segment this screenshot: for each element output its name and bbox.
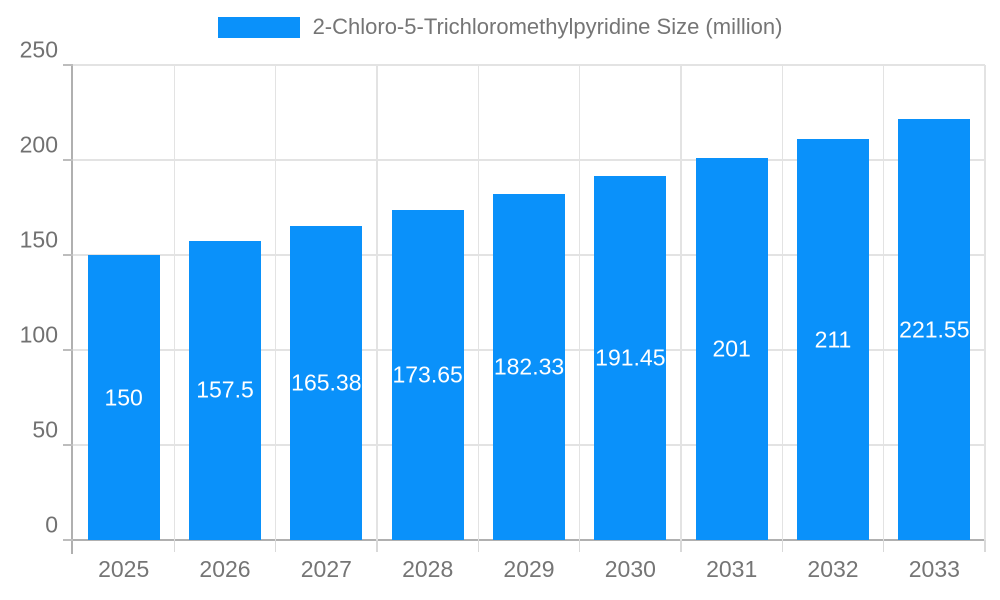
- x-axis-label: 2027: [300, 556, 352, 582]
- bar: 211: [797, 139, 869, 540]
- bar: 191.45: [594, 176, 667, 540]
- x-axis-label: 2025: [98, 556, 150, 582]
- x-gridline: [680, 65, 682, 540]
- x-axis-tick: [173, 540, 176, 552]
- x-axis-label: 2033: [908, 556, 960, 582]
- bar-value-label: 150: [104, 384, 143, 410]
- bar-value-label: 173.65: [392, 361, 463, 388]
- x-gridline: [376, 65, 378, 540]
- y-axis-tick: [63, 539, 73, 541]
- x-gridline: [274, 65, 277, 540]
- y-axis-tick: [63, 349, 73, 351]
- bar-value-label: 182.33: [493, 353, 565, 380]
- x-axis-tick: [274, 540, 277, 552]
- bar-value-label: 221.55: [899, 316, 970, 343]
- x-axis-tick: [477, 540, 480, 552]
- y-axis-tick: [63, 444, 73, 446]
- y-axis-tick: [63, 64, 73, 66]
- x-axis-label: 2028: [402, 556, 454, 582]
- bar-value-label: 211: [814, 326, 852, 353]
- y-gridline: [73, 64, 985, 66]
- x-axis-label: 2026: [199, 556, 251, 582]
- legend-item[interactable]: 2-Chloro-5-Trichloromethylpyridine Size …: [217, 14, 783, 40]
- x-axis-tick: [882, 540, 885, 552]
- y-gridline: [73, 159, 985, 161]
- chart-legend: 2-Chloro-5-Trichloromethylpyridine Size …: [0, 14, 1000, 40]
- y-axis-label: 150: [19, 226, 58, 252]
- x-axis-tick: [680, 540, 682, 552]
- y-axis-tick: [63, 159, 73, 161]
- y-axis-tick: [63, 254, 73, 256]
- x-gridline: [984, 65, 986, 540]
- y-axis-label: 250: [19, 36, 58, 62]
- y-axis-line: [71, 65, 73, 554]
- x-gridline: [477, 65, 480, 540]
- bar-value-label: 157.5: [196, 376, 254, 403]
- y-axis-label: 50: [32, 416, 58, 442]
- bar-value-label: 191.45: [595, 344, 666, 371]
- bar: 157.5: [189, 240, 261, 540]
- x-axis-line: [73, 539, 985, 541]
- legend-label: 2-Chloro-5-Trichloromethylpyridine Size …: [312, 14, 783, 39]
- x-axis-tick: [578, 540, 581, 552]
- bar-value-label: 201: [712, 335, 751, 362]
- bar: 165.38: [290, 225, 363, 540]
- x-gridline: [173, 65, 176, 540]
- x-axis-label: 2032: [807, 556, 859, 582]
- x-axis-tick: [376, 540, 378, 552]
- legend-swatch-icon: [217, 16, 300, 38]
- bar: 173.65: [391, 210, 464, 540]
- y-axis-label: 200: [19, 131, 58, 157]
- y-axis-label: 100: [19, 321, 58, 347]
- x-gridline: [578, 65, 581, 540]
- bar: 182.33: [493, 193, 565, 540]
- y-axis-label: 0: [45, 511, 58, 537]
- bar: 221.55: [898, 119, 971, 540]
- x-axis-label: 2030: [604, 556, 656, 582]
- bar: 201: [695, 158, 768, 540]
- plot-area: 0 50 100 150 200 250 150 157.5 165.38 173.65 182.3…: [20, 36, 986, 554]
- x-gridline: [882, 65, 885, 540]
- x-gridline: [781, 65, 784, 540]
- x-axis-label: 2031: [706, 556, 758, 582]
- x-axis-tick: [984, 540, 986, 552]
- bar: 150: [87, 255, 160, 540]
- x-axis-tick: [781, 540, 784, 552]
- bar-value-label: 165.38: [291, 369, 362, 396]
- x-axis-label: 2029: [503, 556, 555, 582]
